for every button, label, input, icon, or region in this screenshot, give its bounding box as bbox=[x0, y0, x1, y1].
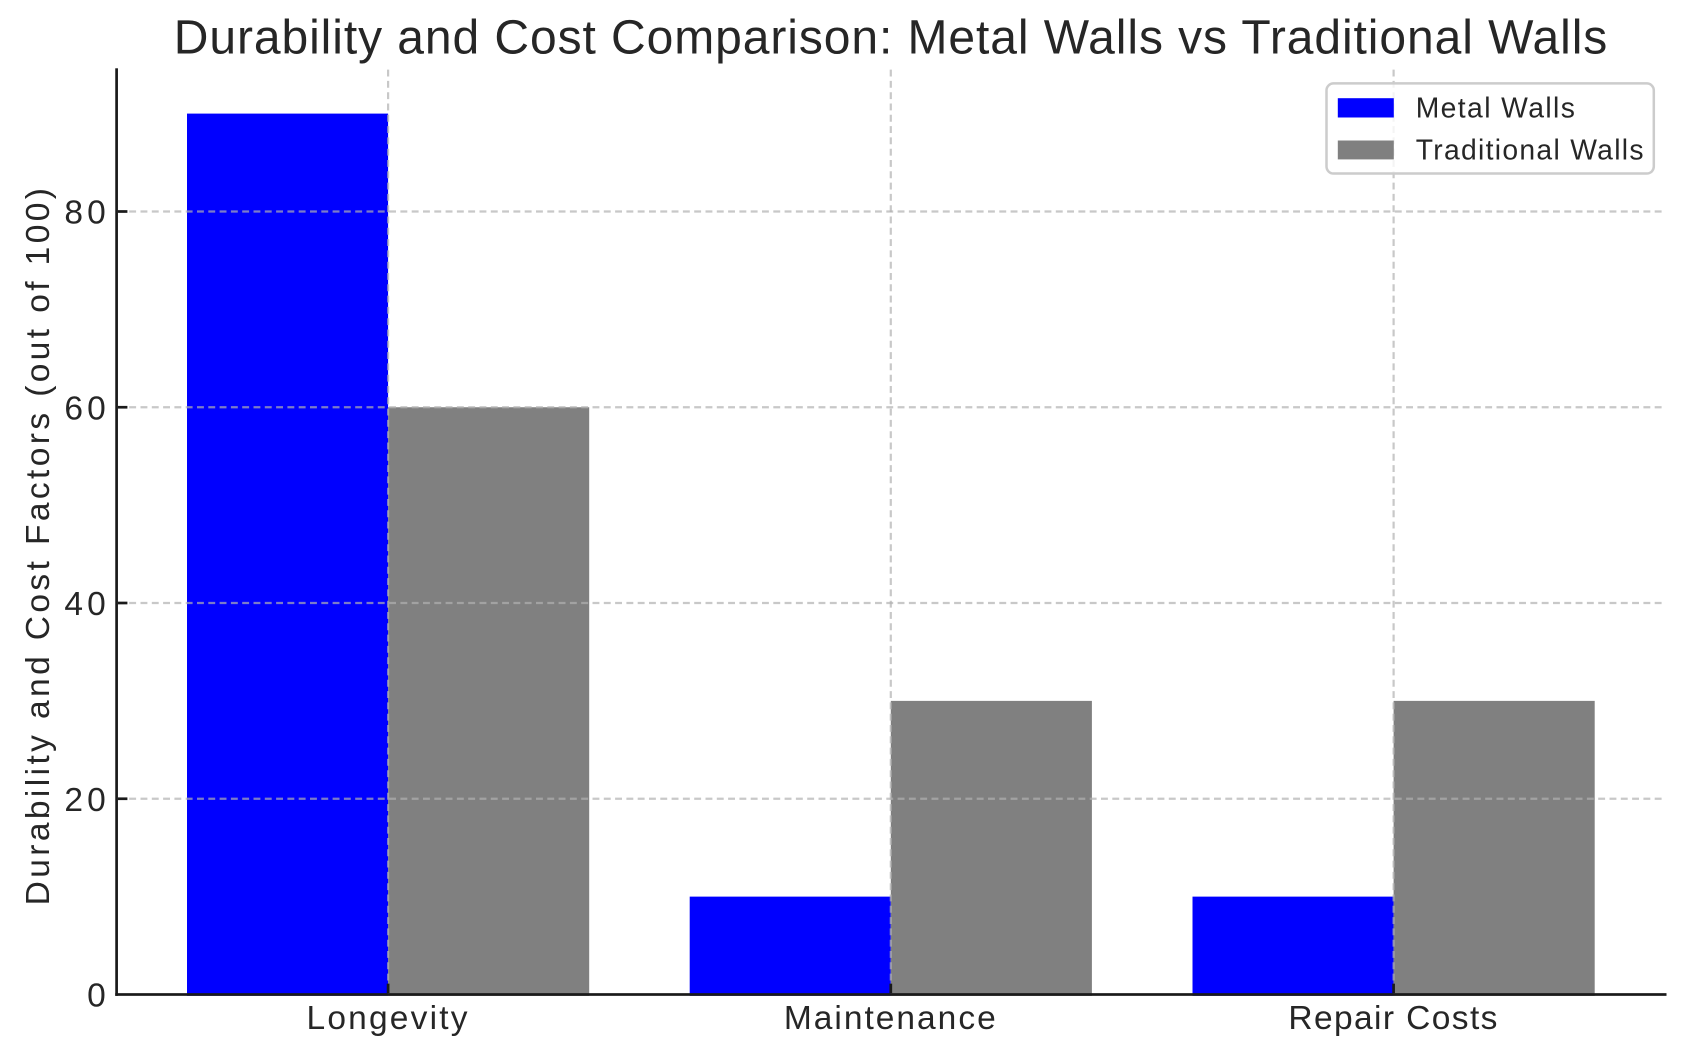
svg-text:20: 20 bbox=[64, 782, 110, 819]
svg-text:Maintenance: Maintenance bbox=[784, 1000, 998, 1037]
svg-text:Longevity: Longevity bbox=[306, 1000, 469, 1037]
svg-text:Traditional Walls: Traditional Walls bbox=[1416, 133, 1645, 165]
svg-text:Repair Costs: Repair Costs bbox=[1288, 1000, 1498, 1037]
svg-text:40: 40 bbox=[64, 586, 110, 623]
svg-text:80: 80 bbox=[64, 195, 110, 232]
svg-text:Metal Walls: Metal Walls bbox=[1416, 92, 1577, 124]
svg-text:60: 60 bbox=[64, 390, 110, 427]
svg-text:Durability and Cost Comparison: Durability and Cost Comparison: Metal Wa… bbox=[174, 11, 1608, 64]
svg-text:Durability and Cost Factors (o: Durability and Cost Factors (out of 100) bbox=[20, 185, 57, 906]
svg-text:0: 0 bbox=[87, 978, 110, 1015]
